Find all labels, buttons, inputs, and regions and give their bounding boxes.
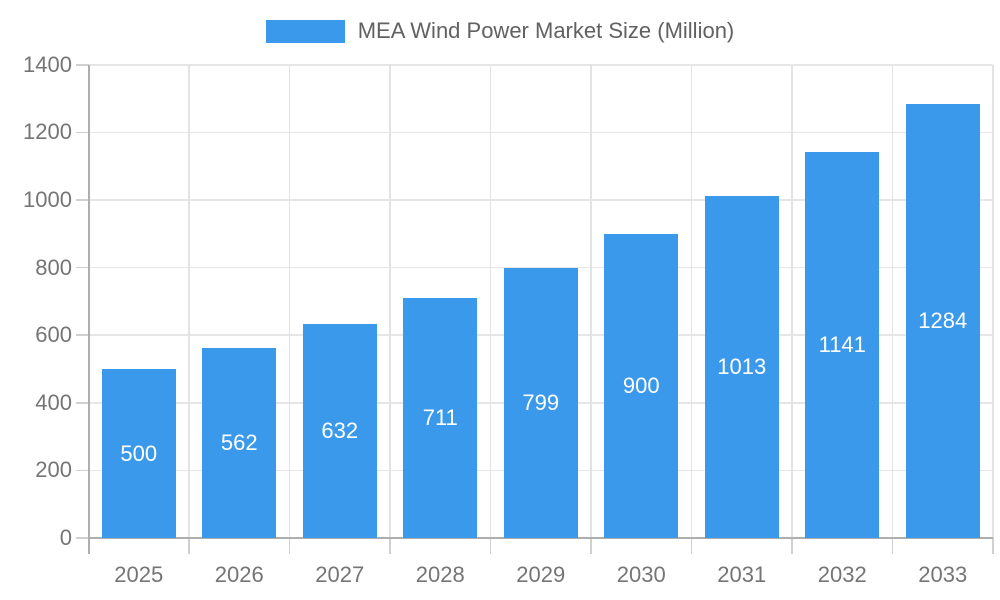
vertical-gridline [992,64,994,538]
y-axis-tick-600 [76,334,89,336]
bar-2028[interactable]: 711 [403,297,478,538]
x-axis-label-2030: 2030 [616,562,666,587]
bar-2033[interactable]: 1284 [905,104,980,538]
chart-legend: MEA Wind Power Market Size (Million) [0,18,1000,44]
x-axis-tick [188,538,190,554]
y-axis-tick-0 [76,537,89,539]
bar-value-label-2032: 1141 [818,332,866,358]
horizontal-gridline-1200 [88,131,993,134]
vertical-gridline [891,64,894,538]
y-axis-label-1400: 1400 [23,51,72,77]
bar-2027[interactable]: 632 [302,324,377,538]
x-axis-line [88,537,993,539]
legend-swatch [265,19,345,43]
x-axis-tick [791,538,793,554]
y-axis-tick-200 [76,469,89,472]
legend-item[interactable]: MEA Wind Power Market Size (Million) [265,18,735,44]
x-axis-tick [590,538,592,554]
legend-label: MEA Wind Power Market Size (Million) [357,18,735,43]
x-axis-label-2026: 2026 [214,562,264,587]
x-axis-label-2032: 2032 [817,562,867,587]
bar-value-label-2027: 632 [321,418,359,444]
bar-value-label-2033: 1284 [918,307,968,333]
bar-value-label-2031: 1013 [717,353,767,379]
y-axis-tick-800 [76,266,89,269]
vertical-gridline [690,64,693,538]
y-axis-tick-1200 [76,131,89,134]
y-axis-tick-1000 [76,199,89,201]
vertical-gridline [188,64,190,538]
bar-2026[interactable]: 562 [202,348,277,538]
bar-2031[interactable]: 1013 [704,195,779,538]
x-axis-label-2025: 2025 [114,562,164,587]
y-axis-label-200: 200 [35,457,72,483]
bar-value-label-2028: 711 [422,404,458,430]
y-axis-label-400: 400 [35,389,72,415]
bar-2025[interactable]: 500 [101,369,176,538]
bar-2030[interactable]: 900 [604,233,679,538]
y-axis-tick-400 [76,402,89,404]
bar-value-label-2029: 799 [522,389,560,415]
y-axis-label-1000: 1000 [23,187,72,212]
vertical-gridline [791,64,793,538]
horizontal-gridline-1400 [88,64,993,66]
horizontal-gridline-800 [88,266,993,269]
horizontal-gridline-1000 [88,199,993,201]
y-axis-line [87,64,90,554]
bar-2029[interactable]: 799 [503,267,578,538]
bar-value-label-2030: 900 [622,372,660,398]
y-axis-label-1200: 1200 [23,119,72,145]
x-axis-tick [288,538,291,554]
x-axis-tick [489,538,492,554]
x-axis-label-2028: 2028 [415,562,465,587]
x-axis-label-2027: 2027 [315,562,365,587]
vertical-gridline [590,64,592,538]
bar-value-label-2025: 500 [120,440,158,466]
x-axis-label-2031: 2031 [717,562,767,587]
vertical-gridline [389,64,391,538]
x-axis-tick [690,538,693,554]
x-axis-tick [389,538,391,554]
vertical-gridline [288,64,291,538]
x-axis-tick [992,538,994,554]
y-axis-label-600: 600 [35,322,72,348]
y-axis-tick-1400 [76,64,89,66]
x-axis-label-2029: 2029 [516,562,566,587]
vertical-gridline [489,64,492,538]
bar-value-label-2026: 562 [220,430,258,455]
bar-2032[interactable]: 1141 [805,152,880,538]
x-axis-tick [891,538,894,554]
y-axis-label-800: 800 [35,254,72,280]
x-axis-label-2033: 2033 [918,562,968,587]
y-axis-label-0: 0 [59,525,72,550]
